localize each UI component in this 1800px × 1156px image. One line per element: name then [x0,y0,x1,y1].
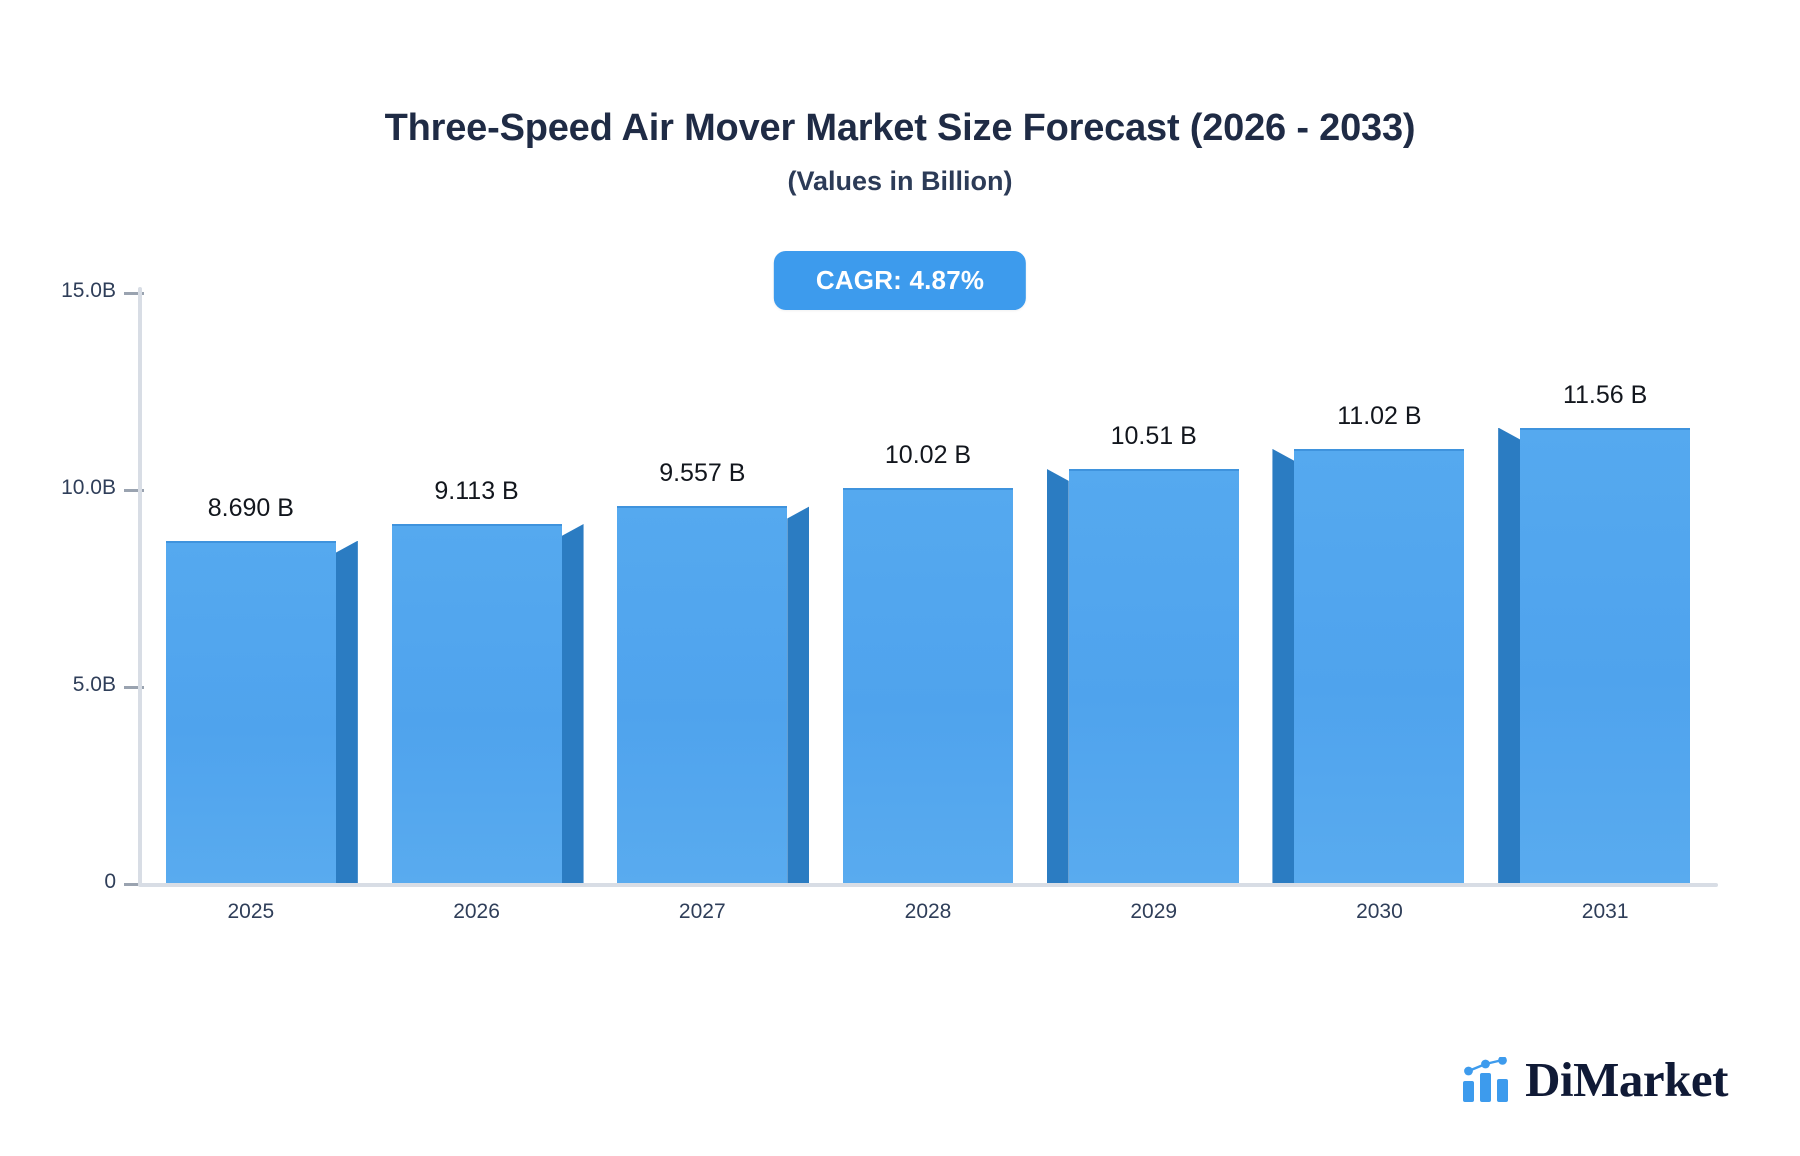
y-axis-tick-mark [124,883,144,886]
x-axis-label-2030: 2030 [1356,900,1403,923]
bar-2030[interactable] [1272,448,1465,883]
bar-value-label: 11.02 B [1337,401,1422,430]
bar-side-face [335,540,358,883]
bar-value-label: 11.56 B [1562,380,1648,409]
bar-side-face [1272,448,1295,883]
bar-2026[interactable] [391,523,584,883]
bar-front-face [1520,427,1691,883]
x-axis-line [138,883,1718,887]
bar-value-label: 10.51 B [1110,421,1197,450]
bar-chart-logo-icon [1463,1056,1509,1102]
y-axis-tick-mark [124,686,144,689]
bar-2031[interactable] [1498,427,1691,883]
y-axis-tick-label: 15.0B [61,279,116,302]
chart-subtitle: (Values in Billion) [787,166,1013,196]
bar-front-face [165,540,336,883]
bar-side-face [787,506,810,883]
bar-side-face [561,523,584,883]
bar-front-face [617,506,788,883]
plot-area [138,287,1718,887]
y-axis-tick-label: 10.0B [61,476,116,499]
x-axis-label-2025: 2025 [227,900,275,923]
y-axis-tick-mark [124,489,144,492]
bar-2029[interactable] [1046,468,1239,883]
x-axis-label-2026: 2026 [453,900,500,923]
brand-logo: DiMarket [1461,1055,1728,1104]
bar-value-label: 8.690 B [207,493,294,522]
x-axis-label-2029: 2029 [1130,900,1178,923]
x-axis-label-2027: 2027 [678,900,726,923]
bar-2027[interactable] [617,506,810,883]
cagr-badge: CAGR: 4.87% [773,251,1027,310]
y-axis-tick-label: 0 [104,870,116,893]
brand-logo-text: DiMarket [1525,1052,1728,1107]
y-axis-line [138,287,142,885]
chart-title: Three-Speed Air Mover Market Size Foreca… [384,107,1416,149]
bar-value-label: 9.557 B [659,459,746,488]
bar-value-label: 10.02 B [884,441,972,470]
bar-side-face [1046,468,1069,883]
y-axis-tick-label: 5.0B [72,673,116,696]
x-axis-label-2031: 2031 [1581,900,1629,923]
bars-layer: 8.690 B 9.113 B 9.557 B 10.02 B 10.51 B 11.02… [138,287,1718,887]
bar-front-face [843,488,1013,883]
bar-2025[interactable] [165,540,358,883]
bar-front-face [1294,448,1465,883]
y-axis-tick-mark [124,292,144,295]
x-axis-label-2028: 2028 [904,900,952,923]
bar-front-face [1068,468,1239,883]
x-axis-labels: 2025 2026 2027 2028 2029 2030 2031 [138,900,1718,940]
bar-side-face [1498,427,1521,883]
bar-value-label: 9.113 B [434,476,519,505]
bar-front-face [391,523,562,883]
bar-2028[interactable] [843,488,1013,883]
